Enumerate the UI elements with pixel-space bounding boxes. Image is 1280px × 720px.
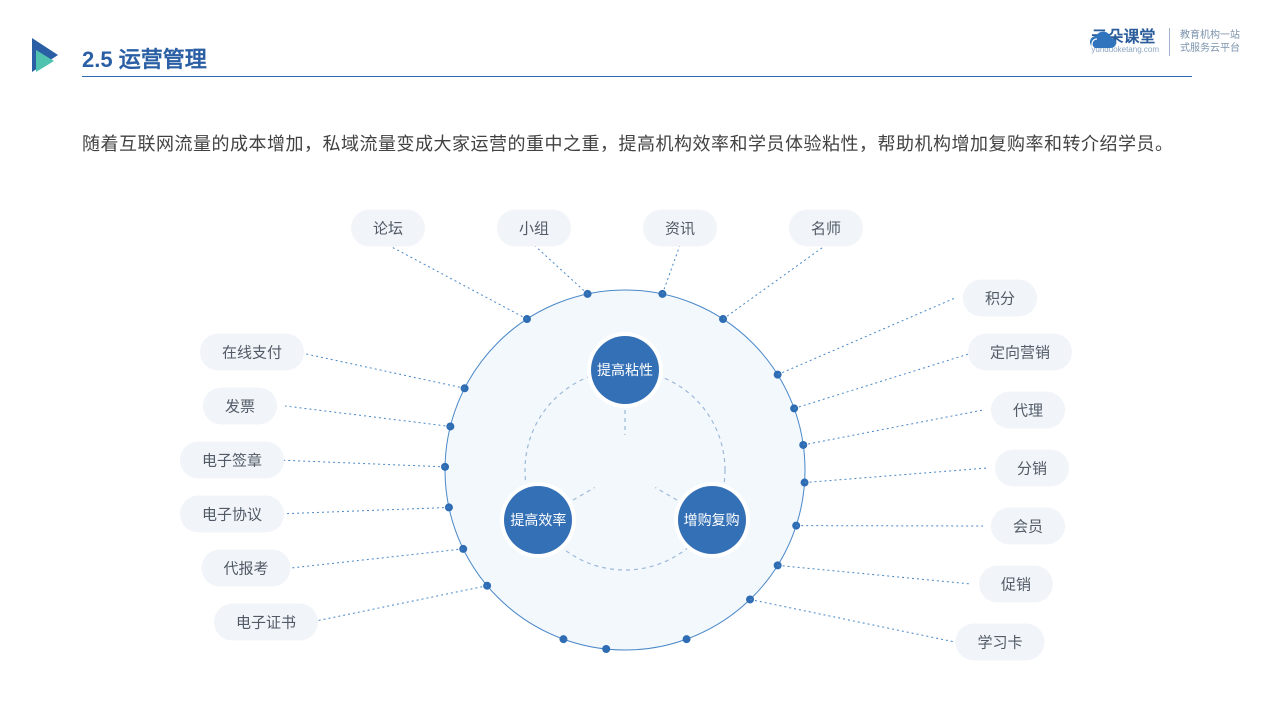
core-stickiness: 提高粘性: [591, 336, 659, 404]
pill-top-0: 论坛: [351, 210, 425, 247]
pill-right-0: 积分: [963, 280, 1037, 317]
core-efficiency: 提高效率: [504, 486, 572, 554]
diagram-canvas: [0, 0, 1280, 720]
pill-right-4: 会员: [991, 508, 1065, 545]
section-number: 2.5: [82, 47, 113, 72]
pill-left-4: 代报考: [201, 550, 290, 587]
pill-top-1: 小组: [497, 210, 571, 247]
core-repurchase: 增购复购: [678, 486, 746, 554]
pill-right-3: 分销: [995, 450, 1069, 487]
pill-top-3: 名师: [789, 210, 863, 247]
pill-right-1: 定向营销: [968, 334, 1072, 371]
pill-left-2: 电子签章: [180, 442, 284, 479]
description-text: 随着互联网流量的成本增加，私域流量变成大家运营的重中之重，提高机构效率和学员体验…: [82, 126, 1192, 164]
diagram-nodes: 论坛 小组 资讯 名师在线支付发票电子签章电子协议代报考电子证书 积分定向营销代理分销会…: [0, 0, 1280, 720]
pill-left-0: 在线支付: [200, 334, 304, 371]
pill-left-5: 电子证书: [214, 604, 318, 641]
pill-top-2: 资讯: [643, 210, 717, 247]
brand-separator: [1169, 28, 1170, 56]
brand-slogan: 教育机构一站 式服务云平台: [1180, 29, 1240, 55]
pill-left-1: 发票: [203, 388, 277, 425]
header-rule: [82, 76, 1192, 77]
pill-right-5: 促销: [979, 566, 1053, 603]
pill-right-2: 代理: [991, 392, 1065, 429]
brand-block: 云朵课堂 yunduoketang.com 教育机构一站 式服务云平台: [1087, 28, 1240, 56]
page-title: 2.5 运营管理: [82, 42, 207, 74]
title-text: 运营管理: [119, 47, 207, 72]
pill-left-3: 电子协议: [180, 496, 284, 533]
pill-right-6: 学习卡: [955, 624, 1044, 661]
cloud-icon: [1087, 28, 1117, 54]
